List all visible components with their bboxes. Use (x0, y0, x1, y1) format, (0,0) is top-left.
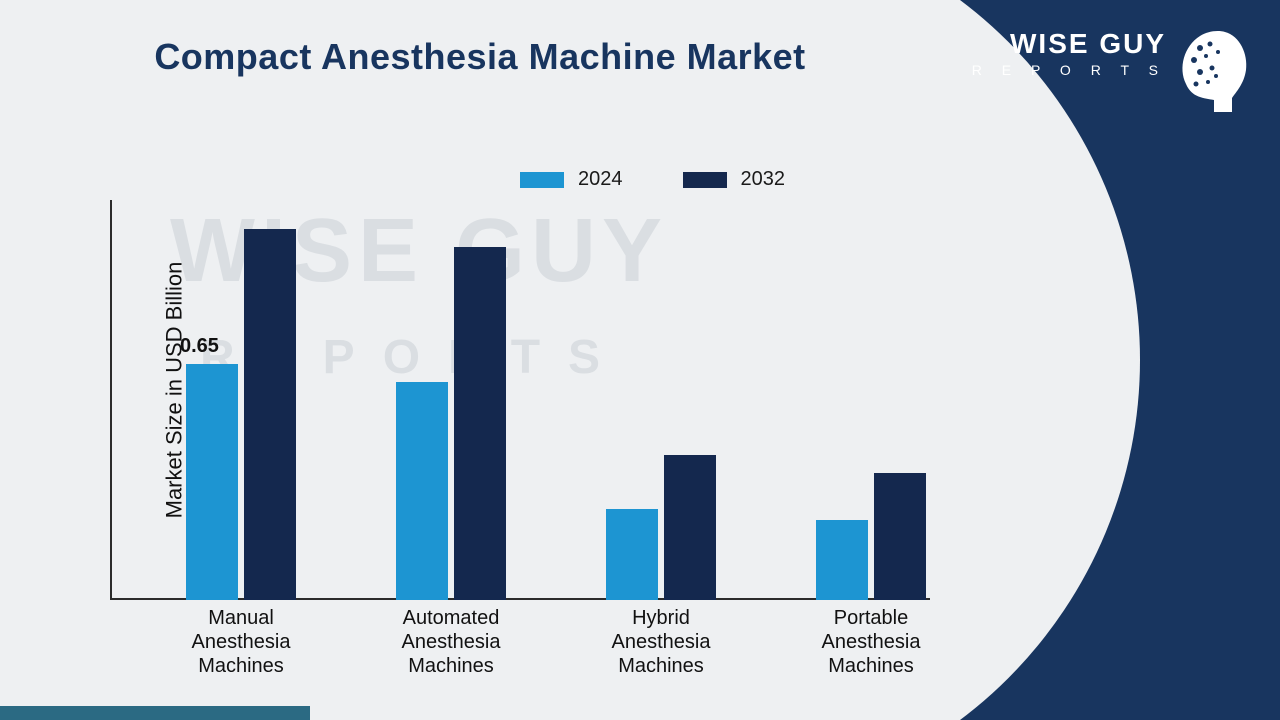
y-axis-line (110, 200, 112, 600)
legend-label: 2032 (741, 168, 786, 191)
bar-group (816, 473, 926, 600)
bar-group (606, 455, 716, 600)
x-axis-category-label: AutomatedAnesthesiaMachines (361, 606, 541, 678)
bar-value-label: 0.65 (180, 335, 219, 358)
bar (454, 247, 506, 600)
brand-logo: WISE GUY R E P O R T S (972, 28, 1250, 78)
x-axis-category-label: HybridAnesthesiaMachines (571, 606, 751, 678)
bar (186, 364, 238, 600)
legend-item: 2032 (683, 168, 786, 191)
bar-group (186, 229, 296, 600)
legend-label: 2024 (578, 168, 623, 191)
x-axis-category-label: ManualAnesthesiaMachines (151, 606, 331, 678)
bar-chart: ManualAnesthesiaMachinesAutomatedAnesthe… (110, 200, 930, 600)
legend-item: 2024 (520, 168, 623, 191)
bar (874, 473, 926, 600)
legend-swatch (683, 172, 727, 188)
bottom-accent-bar (0, 706, 310, 720)
x-axis-category-label: PortableAnesthesiaMachines (781, 606, 961, 678)
bar (244, 229, 296, 600)
canvas: WISE GUY REPORTS Compact Anesthesia Mach… (0, 0, 1280, 720)
bar (396, 382, 448, 600)
legend: 2024 2032 (520, 168, 785, 191)
bar (816, 520, 868, 600)
bar-group (396, 247, 506, 600)
brand-tagline: R E P O R T S (972, 62, 1166, 78)
brand-name: WISE GUY (972, 28, 1166, 60)
page-title: Compact Anesthesia Machine Market (0, 36, 960, 78)
bar (664, 455, 716, 600)
bar (606, 509, 658, 600)
legend-swatch (520, 172, 564, 188)
